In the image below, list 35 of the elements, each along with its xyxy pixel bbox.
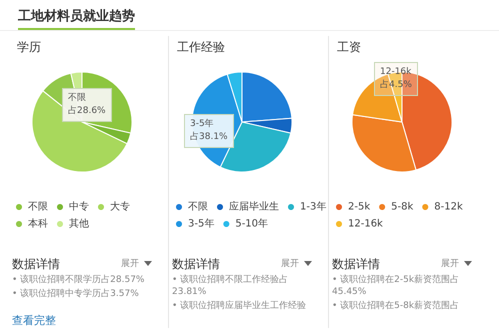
text: 数据详情 bbox=[332, 257, 380, 271]
chart-title: 学历 bbox=[17, 40, 41, 54]
text: • 该职位招聘不限工作经验占23.81% bbox=[172, 274, 290, 298]
text: 数据详情 bbox=[12, 257, 60, 271]
legend-label: 2-5k bbox=[348, 202, 370, 212]
chart-title: 工作经验 bbox=[177, 40, 225, 54]
legend-label: 1-3年 bbox=[300, 200, 326, 212]
legend-label: 大专 bbox=[110, 200, 130, 212]
text: 工地材料员就业趋势 bbox=[18, 7, 135, 30]
text: • 该职位招聘中专学历占3.57% bbox=[12, 288, 140, 300]
text: 不限 bbox=[68, 92, 87, 105]
text: 占28.6% bbox=[68, 105, 106, 118]
legend-label: 不限 bbox=[28, 202, 48, 212]
legend-label: 本科 bbox=[28, 218, 48, 230]
legend-label: 不限 bbox=[188, 202, 208, 212]
text: 占38.1% bbox=[190, 131, 228, 144]
legend-label: 应届毕业生 bbox=[229, 200, 279, 212]
legend-label: 5-10年 bbox=[235, 218, 268, 230]
text: 展开 bbox=[281, 258, 300, 270]
legend-label: 8-12k bbox=[434, 202, 463, 212]
legend-label: 12-16k bbox=[348, 218, 384, 230]
legend-label: 5-8k bbox=[391, 202, 414, 212]
text: 展开 bbox=[121, 258, 140, 270]
legend-label: 3-5年 bbox=[188, 218, 214, 230]
text: • 该职位招聘应届毕业生工作经验 bbox=[172, 300, 308, 312]
text: • 该职位招聘不限学历占28.57% bbox=[12, 274, 146, 286]
text: • 该职位招聘在2-5k薪资范围占45.45% bbox=[332, 274, 460, 298]
legend-label: 其他 bbox=[69, 218, 89, 230]
text: 查看完整 bbox=[12, 313, 56, 328]
text: 数据详情 bbox=[172, 257, 220, 271]
text: 3-5年 bbox=[190, 118, 215, 131]
legend-label: 中专 bbox=[69, 200, 89, 212]
chart-title: 工资 bbox=[337, 40, 361, 54]
text: • 该职位招聘在5-8k薪资范围占 bbox=[332, 300, 460, 312]
text: 展开 bbox=[441, 258, 460, 270]
